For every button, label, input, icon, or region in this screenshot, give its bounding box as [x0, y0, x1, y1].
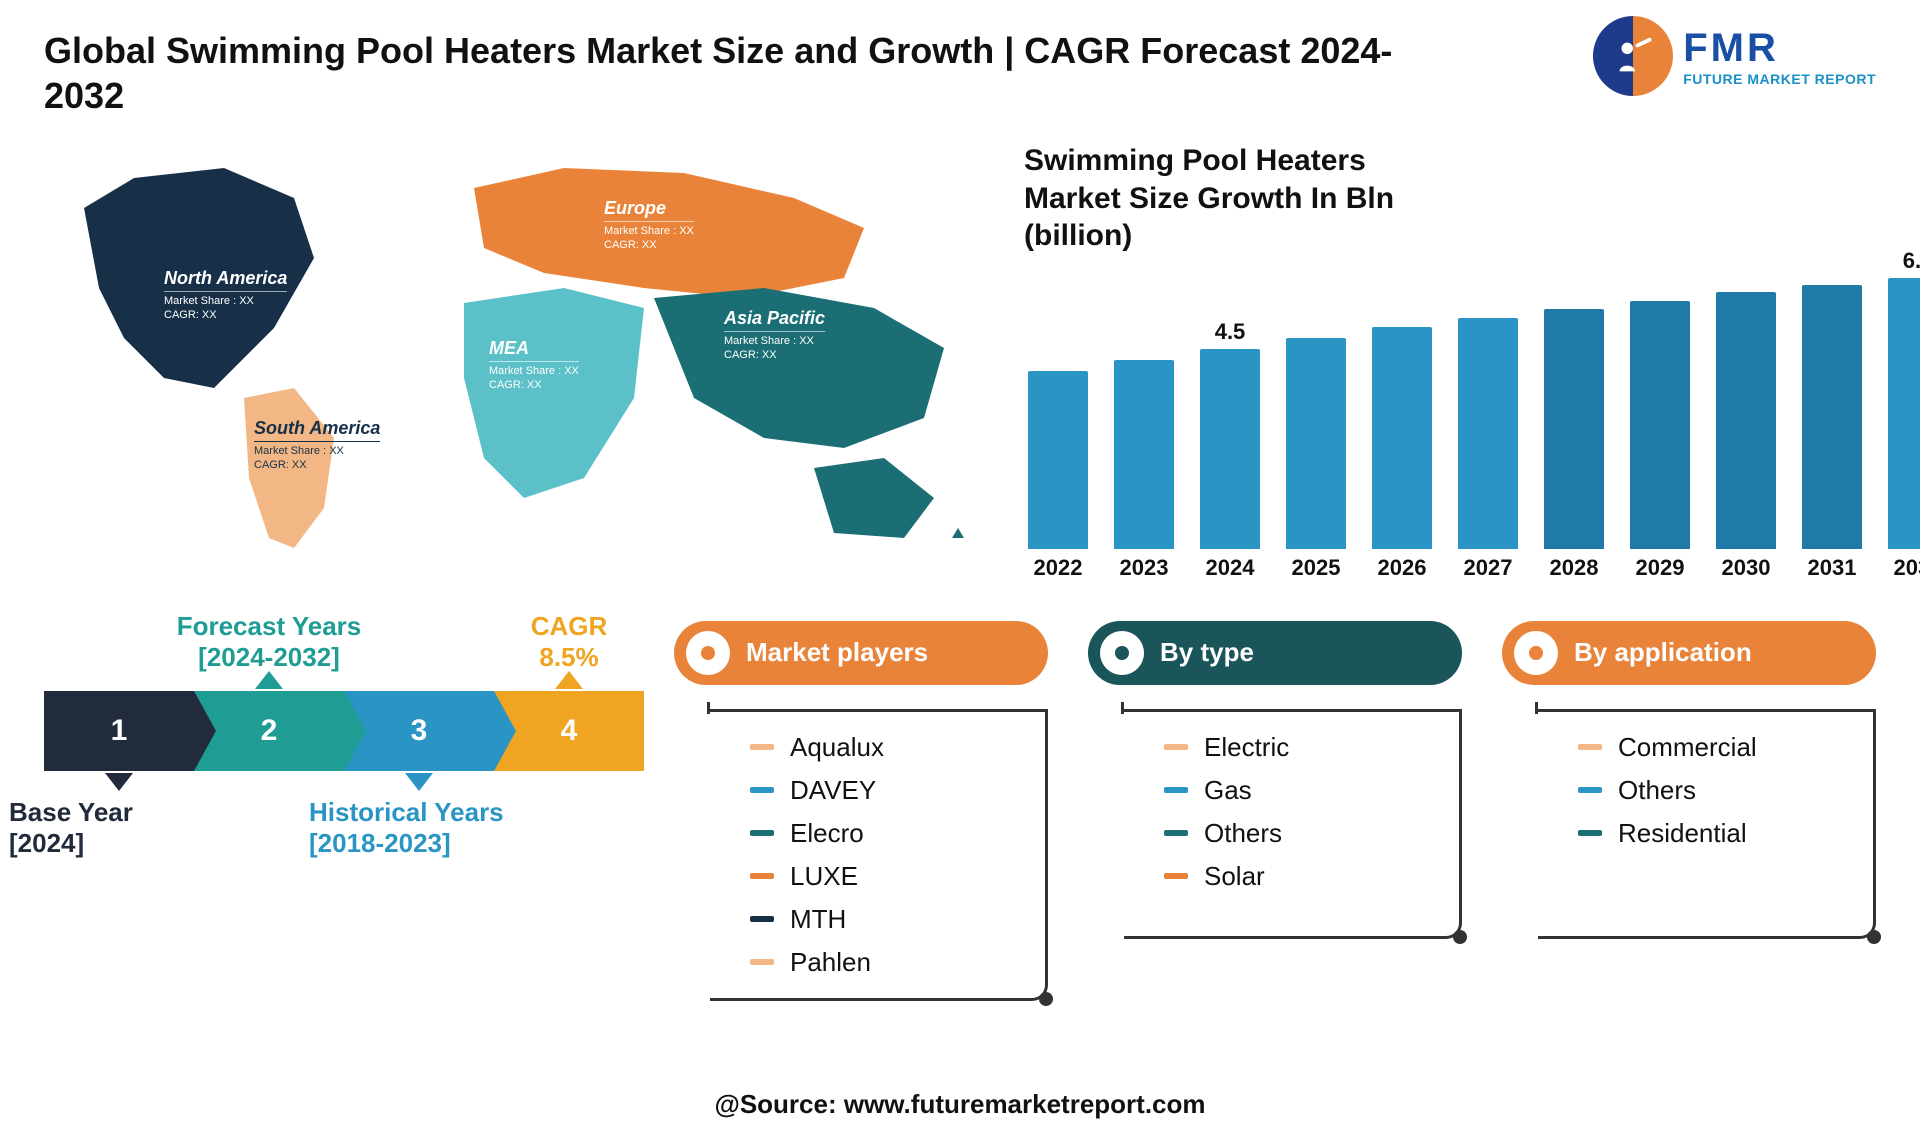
category-pill: By type: [1088, 621, 1462, 685]
timeline-top-label: Forecast Years[2024-2032]: [174, 611, 364, 673]
bar-chart: Swimming Pool Heaters Market Size Growth…: [1024, 138, 1920, 581]
bar-x-label: 2027: [1464, 555, 1513, 581]
timeline-bot-label: Base Year[2024]: [9, 797, 269, 859]
bar-2032: 6.12032: [1884, 278, 1920, 580]
bar-2026: 2026: [1368, 327, 1436, 580]
category-col: By type ElectricGasOthersSolar: [1088, 621, 1462, 1001]
bar-x-label: 2025: [1292, 555, 1341, 581]
bullet-icon: [1578, 744, 1602, 750]
chart-title: Swimming Pool Heaters Market Size Growth…: [1024, 142, 1444, 255]
list-item: Gas: [1164, 769, 1441, 812]
timeline-seg-3: 3: [344, 691, 494, 771]
logo-mark-icon: [1593, 16, 1673, 96]
bar-x-label: 2028: [1550, 555, 1599, 581]
list-item: Aqualux: [750, 726, 1027, 769]
category-title: By application: [1574, 637, 1752, 668]
bar-2031: 2031: [1798, 285, 1866, 581]
list-item: Elecro: [750, 812, 1027, 855]
world-map: North America Market Share : XXCAGR: XX …: [44, 138, 984, 558]
timeline-bot-label: Historical Years[2018-2023]: [309, 797, 569, 859]
region-ap: Asia Pacific Market Share : XXCAGR: XX: [724, 308, 825, 363]
timeline: Forecast Years[2024-2032]CAGR8.5% 1234 B…: [44, 621, 644, 771]
timeline-seg-2: 2: [194, 691, 344, 771]
category-list: AqualuxDAVEYElecroLUXEMTHPahlen: [710, 709, 1048, 1001]
bar-2023: 2023: [1110, 360, 1178, 580]
list-item: MTH: [750, 898, 1027, 941]
timeline-seg-1: 1: [44, 691, 194, 771]
bar-2022: 2022: [1024, 371, 1092, 580]
bar-2025: 2025: [1282, 338, 1350, 580]
category-list: CommercialOthersResidential: [1538, 709, 1876, 939]
timeline-seg-4: 4: [494, 691, 644, 771]
category-title: Market players: [746, 637, 928, 668]
category-title: By type: [1160, 637, 1254, 668]
bar-value-label: 4.5: [1215, 319, 1246, 345]
bar-2027: 2027: [1454, 318, 1522, 580]
category-pill: Market players: [674, 621, 1048, 685]
bar-2028: 2028: [1540, 309, 1608, 580]
bar-2030: 2030: [1712, 292, 1780, 581]
bar-x-label: 2023: [1120, 555, 1169, 581]
bullet-icon: [750, 959, 774, 965]
source-text: @Source: www.futuremarketreport.com: [714, 1089, 1205, 1120]
bullet-icon: [750, 830, 774, 836]
category-col: Market players AqualuxDAVEYElecroLUXEMTHP…: [674, 621, 1048, 1001]
bullet-icon: [750, 744, 774, 750]
bar-2024: 4.52024: [1196, 349, 1264, 580]
bullet-icon: [1164, 873, 1188, 879]
brand-logo: FMR FUTURE MARKET REPORT: [1593, 16, 1876, 96]
bar-x-label: 2030: [1722, 555, 1771, 581]
region-na: North America Market Share : XXCAGR: XX: [164, 268, 287, 323]
bar-value-label: 6.1: [1903, 248, 1920, 274]
bullet-icon: [1578, 787, 1602, 793]
list-item: Pahlen: [750, 941, 1027, 984]
bar-2029: 2029: [1626, 301, 1694, 581]
region-mea: MEA Market Share : XXCAGR: XX: [489, 338, 579, 393]
logo-fmr-text: FMR: [1683, 26, 1876, 71]
bullet-icon: [750, 787, 774, 793]
category-pill: By application: [1502, 621, 1876, 685]
bar-x-label: 2024: [1206, 555, 1255, 581]
list-item: Commercial: [1578, 726, 1855, 769]
list-item: LUXE: [750, 855, 1027, 898]
list-item: DAVEY: [750, 769, 1027, 812]
list-item: Residential: [1578, 812, 1855, 855]
region-eu: Europe Market Share : XXCAGR: XX: [604, 198, 694, 253]
category-list: ElectricGasOthersSolar: [1124, 709, 1462, 939]
bar-x-label: 2032: [1894, 555, 1920, 581]
bullet-icon: [1164, 744, 1188, 750]
page-title: Global Swimming Pool Heaters Market Size…: [44, 28, 1444, 118]
bullet-icon: [1164, 787, 1188, 793]
person-spyglass-icon: [1610, 33, 1656, 79]
bar-x-label: 2029: [1636, 555, 1685, 581]
list-item: Others: [1578, 769, 1855, 812]
bullet-icon: [750, 873, 774, 879]
region-sa: South America Market Share : XXCAGR: XX: [254, 418, 380, 473]
bar-x-label: 2026: [1378, 555, 1427, 581]
list-item: Electric: [1164, 726, 1441, 769]
category-col: By application CommercialOthersResidentia…: [1502, 621, 1876, 1001]
bullet-icon: [1578, 830, 1602, 836]
bar-x-label: 2022: [1034, 555, 1083, 581]
bar-x-label: 2031: [1808, 555, 1857, 581]
bullet-icon: [750, 916, 774, 922]
logo-sub-text: FUTURE MARKET REPORT: [1683, 71, 1876, 87]
list-item: Others: [1164, 812, 1441, 855]
timeline-top-label: CAGR8.5%: [474, 611, 664, 673]
list-item: Solar: [1164, 855, 1441, 898]
bullet-icon: [1164, 830, 1188, 836]
